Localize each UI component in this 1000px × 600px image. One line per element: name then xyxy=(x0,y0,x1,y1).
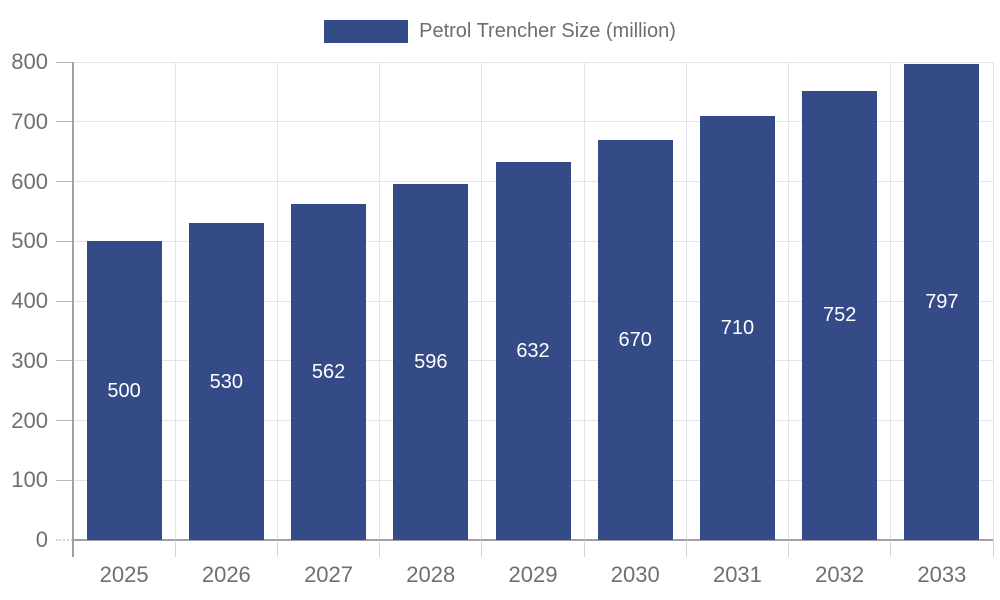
bar-2031 xyxy=(699,115,775,540)
y-axis-tick xyxy=(56,420,73,421)
h-gridline xyxy=(73,61,993,63)
v-gridline xyxy=(583,62,585,540)
x-axis-line xyxy=(73,539,993,541)
legend-label: Petrol Trencher Size (million) xyxy=(419,20,676,42)
bar-2033 xyxy=(904,63,980,540)
y-axis-label: 700 xyxy=(11,108,48,134)
v-gridline xyxy=(788,62,790,540)
v-gridline xyxy=(379,62,381,540)
bar-2026 xyxy=(188,223,264,540)
bar-2030 xyxy=(597,139,673,540)
legend: Petrol Trencher Size (million) xyxy=(0,20,1000,43)
x-axis-tick xyxy=(276,540,278,557)
x-axis-label: 2028 xyxy=(406,562,456,587)
bar-value-label: 797 xyxy=(925,290,959,313)
x-axis-tick xyxy=(583,540,585,557)
v-gridline xyxy=(890,62,892,540)
x-axis-label: 2030 xyxy=(610,562,660,587)
x-axis-tick xyxy=(788,540,790,557)
x-axis-label: 2032 xyxy=(815,562,865,587)
y-axis-tick xyxy=(56,181,73,182)
x-axis-tick xyxy=(379,540,381,557)
v-gridline xyxy=(481,62,483,540)
y-axis-tick xyxy=(56,61,73,63)
bar-2028 xyxy=(393,183,469,540)
x-axis-label: 2025 xyxy=(99,562,149,587)
y-axis-tick xyxy=(56,479,73,481)
x-axis-label: 2031 xyxy=(712,562,762,587)
bar-value-label: 710 xyxy=(720,316,755,339)
bar-value-label: 596 xyxy=(414,350,448,373)
h-gridline xyxy=(73,121,993,123)
bar-2025 xyxy=(86,241,162,540)
y-axis-label: 300 xyxy=(11,347,48,373)
v-gridline xyxy=(992,62,994,540)
y-axis-tick xyxy=(56,121,73,123)
v-gridline xyxy=(276,62,278,540)
bar-value-label: 632 xyxy=(516,340,550,363)
bar-value-label: 530 xyxy=(209,370,244,393)
x-axis-label: 2033 xyxy=(917,562,967,587)
x-axis-label: 2029 xyxy=(508,562,558,587)
y-axis-label: 600 xyxy=(11,168,48,194)
bar-2027 xyxy=(291,204,367,540)
x-axis-tick xyxy=(685,540,687,557)
x-axis-label: 2027 xyxy=(304,562,354,587)
y-axis-label: 800 xyxy=(11,49,48,74)
bar-value-label: 500 xyxy=(107,379,141,402)
y-axis-tick xyxy=(56,360,73,362)
y-axis-label: 500 xyxy=(11,228,48,254)
bar-value-label: 670 xyxy=(618,328,652,351)
bar-2032 xyxy=(802,90,878,540)
y-axis-label: 200 xyxy=(11,407,48,433)
x-axis-tick xyxy=(174,540,176,557)
y-axis-label: 100 xyxy=(11,467,48,493)
y-axis-line xyxy=(72,62,74,557)
x-axis-label: 2026 xyxy=(201,562,251,587)
y-axis-label: 400 xyxy=(11,288,48,313)
v-gridline xyxy=(174,62,176,540)
y-axis-tick xyxy=(56,240,73,242)
x-axis-tick xyxy=(481,540,483,557)
bar-value-label: 752 xyxy=(822,304,857,327)
bar-2029 xyxy=(495,162,571,540)
y-axis-tick xyxy=(56,300,73,302)
y-axis-tick-zero xyxy=(56,539,73,541)
y-axis-label: 0 xyxy=(35,527,48,552)
v-gridline xyxy=(685,62,687,540)
x-axis-tick xyxy=(890,540,892,557)
legend-swatch xyxy=(324,20,409,43)
bar-value-label: 562 xyxy=(311,361,346,384)
x-axis-tick xyxy=(992,540,994,557)
